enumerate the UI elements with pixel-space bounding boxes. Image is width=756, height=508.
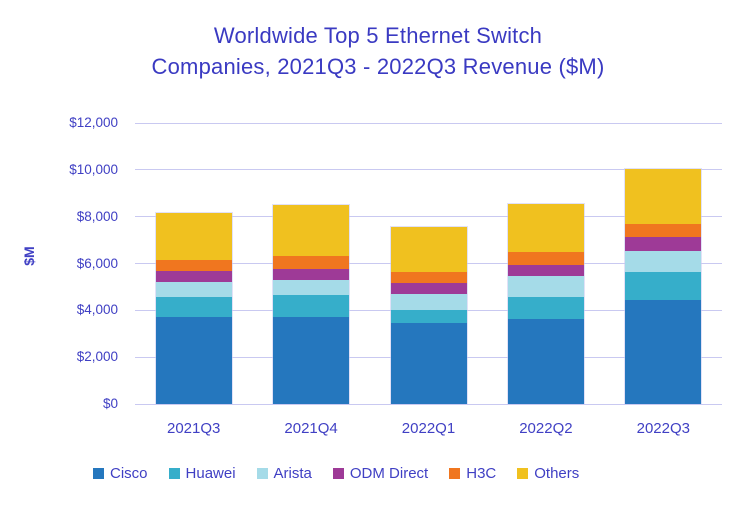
bar-segment-cisco	[390, 323, 467, 404]
bar-stack-2022q3	[624, 167, 703, 406]
bar-segment-arista	[507, 276, 584, 297]
y-tick-label: $8,000	[76, 208, 118, 224]
bar-segment-h3c	[390, 272, 467, 284]
x-tick-label: 2022Q1	[401, 420, 456, 437]
gridline	[135, 403, 722, 405]
y-tick-label: $12,000	[69, 115, 118, 130]
y-tick-label: $10,000	[69, 161, 118, 177]
bar-stack-2021q4	[272, 204, 351, 405]
legend-item-arista: Arista	[256, 465, 312, 482]
bar-segment-arista	[625, 251, 702, 273]
y-axis-tick-labels: $0 $2,000 $4,000 $6,000 $8,000 $10,000 $12,000	[0, 115, 118, 411]
bar-stack-2022q1	[389, 225, 468, 406]
gridline	[135, 122, 722, 124]
legend-label: H3C	[466, 465, 497, 482]
bar-segment-odm-direct	[507, 265, 584, 277]
bar-segment-others	[155, 212, 232, 260]
bar-segment-odm-direct	[155, 271, 232, 283]
legend-swatch-icon	[449, 468, 461, 479]
bar-segment-cisco	[625, 300, 702, 404]
legend-item-odm-direct: ODM Direct	[332, 465, 429, 482]
bar-segment-huawei	[625, 272, 702, 301]
x-tick-label: 2022Q3	[636, 420, 690, 437]
plot-area	[135, 122, 722, 406]
bar-segment-others	[625, 168, 702, 225]
legend-swatch-icon	[256, 468, 268, 479]
bar-segment-arista	[155, 282, 232, 298]
chart-title: Worldwide Top 5 Ethernet Switch Companie…	[0, 20, 756, 82]
x-axis-labels: 2021Q3 2021Q4 2022Q1 2022Q2 2022Q3	[135, 420, 722, 440]
bar-segment-others	[273, 205, 350, 257]
x-tick-label: 2021Q4	[284, 420, 338, 437]
legend-label: Cisco	[110, 465, 148, 482]
bar-segment-huawei	[390, 310, 467, 324]
legend-swatch-icon	[168, 468, 180, 479]
legend-item-others: Others	[517, 465, 579, 482]
legend-item-huawei: Huawei	[168, 465, 236, 482]
x-tick-label: 2021Q3	[166, 420, 221, 437]
bar-segment-odm-direct	[625, 236, 702, 252]
bar-segment-arista	[390, 294, 467, 311]
gridline	[135, 216, 722, 218]
bar-segment-cisco	[155, 316, 232, 404]
bar-stack-2021q3	[154, 211, 233, 406]
y-tick-label: $6,000	[76, 255, 118, 271]
bar-segment-h3c	[625, 224, 702, 237]
bar-segment-h3c	[273, 256, 350, 270]
bar-segment-huawei	[155, 297, 232, 317]
gridline	[135, 169, 722, 171]
legend-label: ODM Direct	[349, 465, 429, 482]
bar-segment-huawei	[273, 295, 350, 317]
bar-segment-cisco	[507, 319, 584, 404]
chart-title-line2: Companies, 2021Q3 - 2022Q3 Revenue ($M)	[151, 54, 605, 79]
legend-label: Arista	[273, 465, 312, 482]
legend-item-cisco: Cisco	[93, 465, 148, 482]
legend: Cisco Huawei Arista ODM Direct H3C Others	[93, 465, 579, 482]
chart-title-line1: Worldwide Top 5 Ethernet Switch	[213, 23, 543, 48]
legend-swatch-icon	[332, 468, 344, 479]
bar-segment-h3c	[155, 259, 232, 272]
y-tick-label: $0	[102, 396, 118, 411]
y-tick-label: $2,000	[76, 349, 118, 365]
bar-segment-h3c	[507, 252, 584, 266]
legend-swatch-icon	[517, 468, 529, 479]
x-tick-label: 2022Q2	[519, 420, 573, 437]
legend-label: Others	[534, 465, 580, 482]
y-tick-label: $4,000	[76, 302, 118, 318]
legend-label: Huawei	[185, 465, 236, 482]
bar-segment-odm-direct	[390, 283, 467, 295]
legend-swatch-icon	[93, 468, 104, 479]
bar-stack-2022q2	[506, 202, 585, 406]
bar-segment-odm-direct	[273, 269, 350, 281]
bar-segment-cisco	[273, 316, 350, 404]
legend-item-h3c: H3C	[449, 465, 496, 482]
bar-segment-huawei	[507, 296, 584, 319]
bar-segment-others	[390, 226, 467, 273]
bar-segment-others	[507, 203, 584, 253]
bar-segment-arista	[273, 280, 350, 296]
